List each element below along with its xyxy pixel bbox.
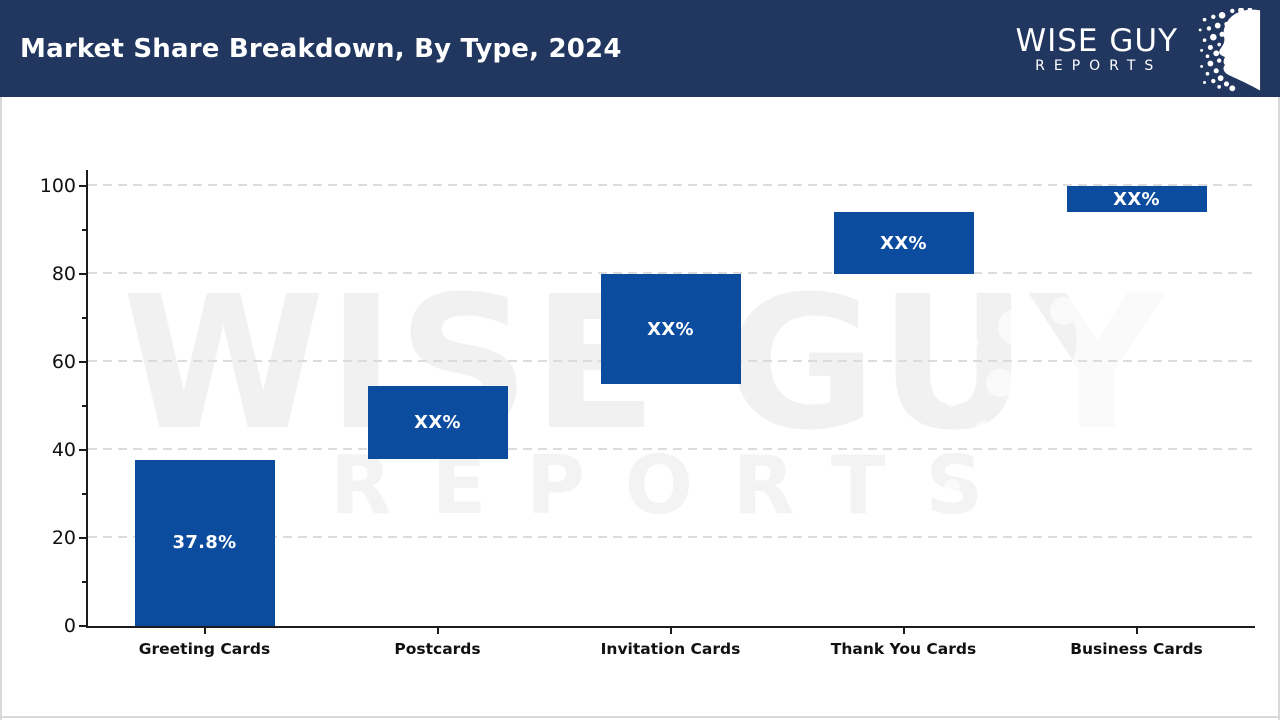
y-tick-label-100: 100 (39, 175, 76, 197)
gridline-80 (88, 272, 1253, 274)
page-border-right (1278, 97, 1280, 720)
page-title: Market Share Breakdown, By Type, 2024 (20, 33, 622, 64)
brand-name: WISE GUY (1015, 23, 1178, 60)
y-major-tick-40 (79, 449, 87, 451)
y-tick-label-40: 40 (51, 439, 76, 461)
y-tick-label-80: 80 (51, 263, 76, 285)
y-minor-tick-10 (82, 581, 87, 583)
bar-value-label: XX% (880, 232, 927, 254)
category-label-invitation-cards: Invitation Cards (600, 640, 741, 658)
y-major-tick-60 (79, 361, 87, 363)
x-tick-business-cards (1135, 628, 1138, 634)
bar-business-cards: XX% (1066, 186, 1207, 213)
header-bar: Market Share Breakdown, By Type, 2024 WI… (0, 0, 1280, 97)
x-tick-greeting-cards (203, 628, 206, 634)
y-minor-tick-30 (82, 493, 87, 495)
bar-value-label: XX% (1113, 188, 1160, 210)
brand-logo: WISE GUY REPORTS (1015, 6, 1268, 94)
category-label-thank-you-cards: Thank You Cards (830, 640, 977, 658)
brand-wordmark: WISE GUY REPORTS (1015, 25, 1178, 74)
gridline-20 (88, 536, 1253, 538)
category-label-business-cards: Business Cards (1070, 640, 1203, 658)
x-tick-thank-you-cards (902, 628, 905, 634)
page-border-bottom (0, 716, 1280, 718)
y-axis-line (86, 170, 88, 628)
y-tick-label-60: 60 (51, 351, 76, 373)
x-tick-invitation-cards (669, 628, 672, 634)
y-major-tick-100 (79, 185, 87, 187)
y-major-tick-80 (79, 273, 87, 275)
bar-greeting-cards: 37.8% (134, 459, 275, 626)
plot-area: 37.8% XX% XX% XX% XX% (88, 184, 1253, 626)
bar-invitation-cards: XX% (600, 274, 741, 384)
y-major-tick-20 (79, 537, 87, 539)
bar-postcards: XX% (367, 386, 508, 459)
bar-value-label: XX% (647, 318, 694, 340)
x-axis-line (86, 626, 1255, 628)
gridline-100 (88, 184, 1253, 186)
y-tick-label-0: 0 (63, 615, 76, 637)
y-minor-tick-50 (82, 405, 87, 407)
y-tick-label-20: 20 (51, 527, 76, 549)
y-major-tick-0 (79, 625, 87, 627)
gridline-40 (88, 448, 1253, 450)
bar-value-label: 37.8% (172, 532, 237, 554)
page-border-left (0, 97, 2, 720)
x-tick-postcards (436, 628, 439, 634)
category-label-postcards: Postcards (394, 640, 481, 658)
wise-guy-face-icon (1198, 8, 1261, 92)
category-label-greeting-cards: Greeting Cards (138, 640, 271, 658)
brand-subtitle: REPORTS (1035, 57, 1163, 74)
bar-value-label: XX% (414, 412, 461, 434)
y-minor-tick-90 (82, 229, 87, 231)
bar-thank-you-cards: XX% (833, 212, 974, 274)
y-minor-tick-70 (82, 317, 87, 319)
